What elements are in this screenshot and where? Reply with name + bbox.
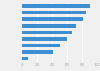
Bar [22, 37, 67, 41]
Bar [22, 50, 53, 54]
Bar [22, 4, 90, 8]
Bar [22, 17, 83, 21]
Bar [22, 24, 76, 28]
Bar [22, 57, 28, 60]
Bar [22, 44, 60, 47]
Bar [22, 11, 86, 14]
Bar [22, 31, 72, 34]
